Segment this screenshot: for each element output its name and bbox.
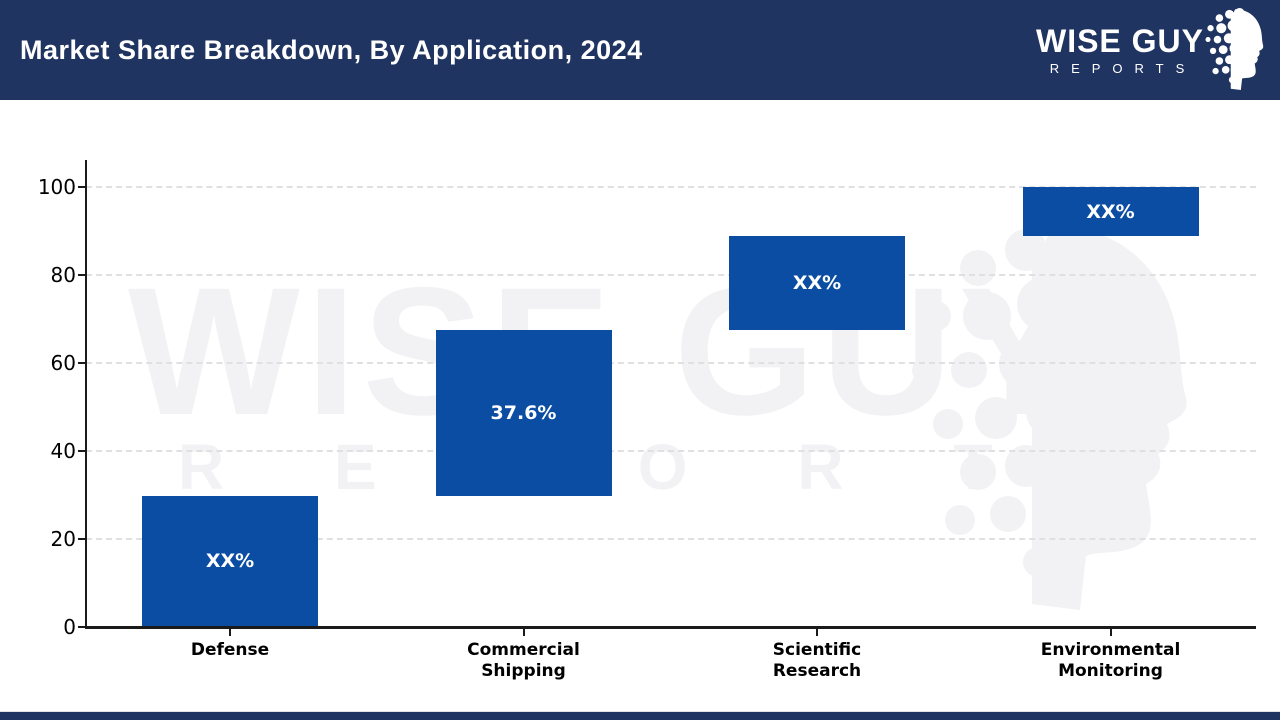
x-category-label: Environmental Monitoring [1040,640,1181,681]
logo-name: WISE GUY [1035,22,1204,59]
logo-text: WISE GUY REPORTS [1036,23,1204,76]
x-tick-mark [1109,629,1112,636]
wiseguy-logo: WISE GUY REPORTS [1036,8,1266,90]
gridline [86,450,1256,452]
gridline [86,362,1256,364]
x-category-label: Commercial Shipping [467,640,580,681]
x-axis-spine [85,626,1256,629]
y-tick-label: 60 [50,351,76,375]
y-tick-label: 80 [50,263,76,287]
x-category-label: Scientific Research [772,640,862,681]
bar-value-label: XX% [205,550,255,573]
y-tick-label: 40 [50,439,76,463]
x-tick-mark [229,629,231,636]
y-tick-label: 0 [63,615,76,639]
bar-defense: XX% [142,495,318,627]
bar-environmental-monitoring: XX% [1022,187,1199,237]
page-title: Market Share Breakdown, By Application, … [20,34,643,65]
y-tick-mark [78,274,85,276]
gridline [86,186,1256,188]
y-tick-label: 100 [37,175,76,199]
logo-sub: REPORTS [1049,60,1197,76]
bar-value-label: 37.6% [490,402,557,425]
x-tick-mark [816,629,818,636]
y-tick-mark [78,450,85,452]
y-tick-mark [78,362,85,364]
y-axis-spine [85,160,87,629]
x-tick-mark [522,629,525,636]
header-bar: Market Share Breakdown, By Application, … [0,0,1280,100]
bar-value-label: XX% [1086,200,1135,223]
gridline [86,274,1256,276]
logo-head-icon [1205,8,1264,90]
x-category-label: Defense [190,640,270,660]
footer-divider [0,711,1280,712]
footer-bar [0,712,1280,720]
y-tick-mark [78,538,85,540]
gridline [86,538,1256,540]
y-tick-mark [78,626,85,628]
bar-commercial-shipping: 37.6% [435,330,612,496]
y-tick-mark [78,186,85,188]
bar-scientific-research: XX% [729,236,905,331]
y-tick-label: 20 [50,527,76,551]
bar-value-label: XX% [792,272,842,295]
